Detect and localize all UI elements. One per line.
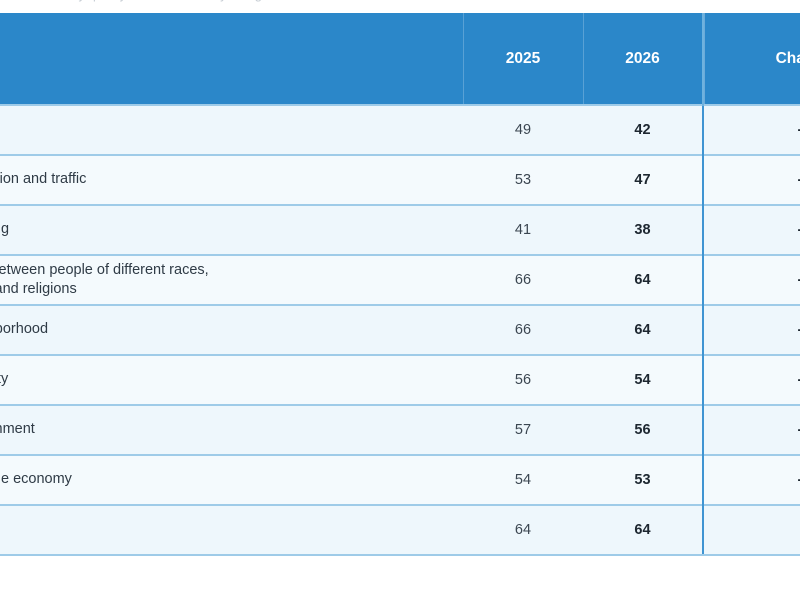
table-row[interactable]: Relations between people of different ra…	[0, 254, 800, 305]
table-header: Category 2025 2026 Change	[0, 13, 800, 105]
column-header-2026[interactable]: 2026	[583, 13, 703, 105]
cell-2026: 42	[583, 104, 703, 155]
cell-category: Cost of living	[0, 204, 463, 255]
cell-2025: 53	[463, 154, 583, 205]
cell-2026: 54	[583, 354, 703, 405]
cell-change: -2	[702, 304, 800, 355]
cell-2025: 56	[463, 354, 583, 405]
cell-2025: 66	[463, 304, 583, 355]
column-header-change[interactable]: Change	[702, 13, 800, 105]
cell-2025: 41	[463, 204, 583, 255]
cell-change: -6	[702, 154, 800, 205]
table-row[interactable]: Your neighborhood6664-2	[0, 304, 800, 355]
cell-change: -7	[702, 104, 800, 155]
cell-category: Transportation and traffic	[0, 154, 463, 205]
table-row[interactable]: Education4942-7	[0, 104, 800, 155]
cell-2026: 64	[583, 254, 703, 305]
cell-2025: 57	[463, 404, 583, 455]
table-row[interactable]: Cost of living4138-3	[0, 204, 800, 255]
cell-category: Your neighborhood	[0, 304, 463, 355]
cell-2025: 54	[463, 454, 583, 505]
cell-2026: 64	[583, 504, 703, 556]
column-header-category[interactable]: Category	[0, 13, 463, 105]
cell-category: Public safety	[0, 354, 463, 405]
cell-category: Jobs and the economy	[0, 454, 463, 505]
cell-2026: 64	[583, 304, 703, 355]
cut-off-caption-text: Ratings of community quality of life acr…	[0, 0, 290, 2]
table-row[interactable]: The environment5756-1	[0, 404, 800, 455]
cell-2025: 49	[463, 104, 583, 155]
cell-change: -3	[702, 204, 800, 255]
cell-category: Relations between people of different ra…	[0, 254, 463, 305]
cell-2026: 56	[583, 404, 703, 455]
survey-table-container: Category 2025 2026 Change Education4942-…	[0, 13, 800, 556]
cell-2026: 53	[583, 454, 703, 505]
table-body: Education4942-7Transportation and traffi…	[0, 104, 800, 556]
cell-category: Health care	[0, 504, 463, 556]
cell-category: Education	[0, 104, 463, 155]
cell-change: -2	[702, 354, 800, 405]
cell-change: -1	[702, 404, 800, 455]
cell-change: -2	[702, 254, 800, 305]
cell-category: The environment	[0, 404, 463, 455]
cell-2026: 38	[583, 204, 703, 255]
table-row[interactable]: Health care64640	[0, 504, 800, 556]
column-header-2025[interactable]: 2025	[463, 13, 583, 105]
cell-change: 0	[702, 504, 800, 556]
cell-2025: 64	[463, 504, 583, 556]
table-header-row: Category 2025 2026 Change	[0, 13, 800, 105]
cut-off-caption-strip: Ratings of community quality of life acr…	[0, 0, 800, 13]
cell-2025: 66	[463, 254, 583, 305]
cell-change: -1	[702, 454, 800, 505]
table-row[interactable]: Public safety5654-2	[0, 354, 800, 405]
cell-2026: 47	[583, 154, 703, 205]
quality-of-life-table: Category 2025 2026 Change Education4942-…	[0, 13, 800, 556]
